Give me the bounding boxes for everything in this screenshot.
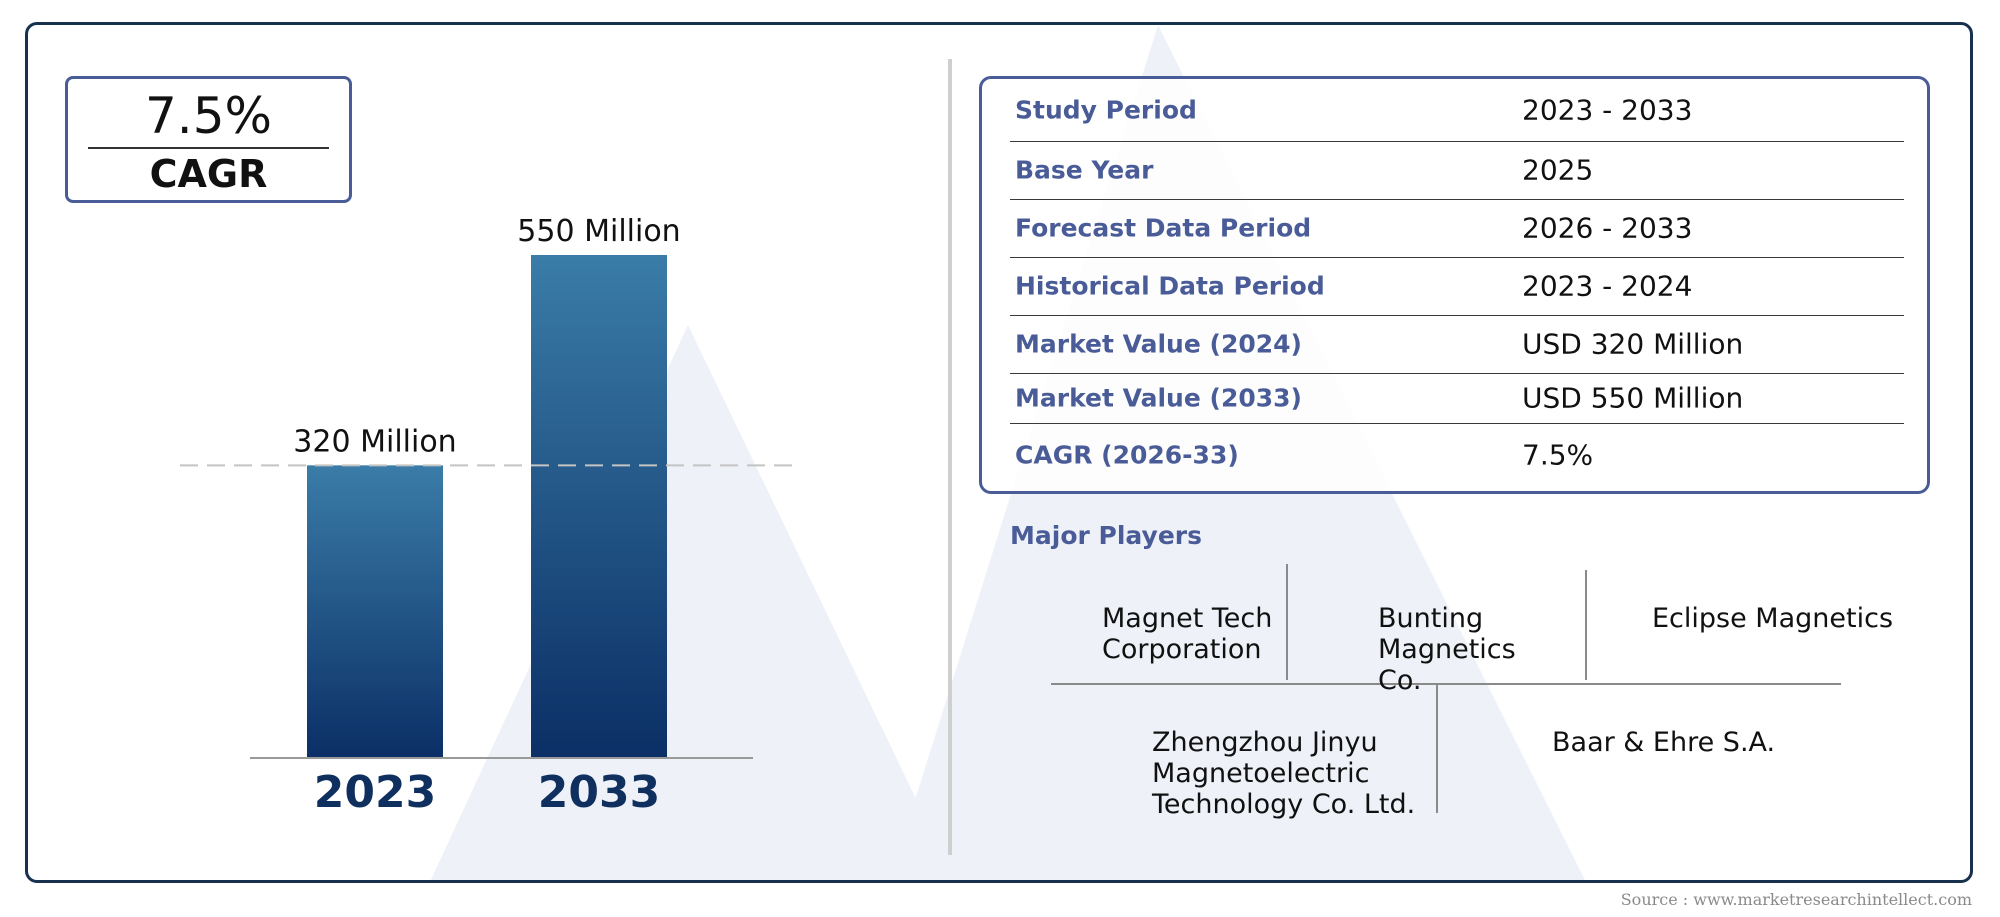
data-label: 320 Million bbox=[293, 424, 456, 459]
infographic-frame: 7.5% CAGR 320 Million 2023 550 Million 2033… bbox=[25, 22, 1973, 883]
major-players-title: Major Players bbox=[1010, 521, 1202, 550]
players-divider bbox=[1436, 685, 1438, 813]
info-row-value: 7.5% bbox=[1522, 438, 1594, 472]
info-row: Base Year 2025 bbox=[1010, 141, 1904, 200]
info-row-label: Forecast Data Period bbox=[1015, 213, 1312, 243]
info-row-label: Market Value (2024) bbox=[1015, 329, 1302, 359]
cagr-divider bbox=[88, 147, 329, 149]
vertical-separator bbox=[948, 59, 952, 855]
info-row-label: Base Year bbox=[1015, 155, 1154, 185]
info-row-value: 2025 bbox=[1522, 153, 1594, 187]
info-row-label: Study Period bbox=[1015, 95, 1197, 125]
player-name: Magnet Tech Corporation bbox=[1102, 603, 1273, 665]
player-name: Eclipse Magnetics bbox=[1652, 603, 1894, 634]
info-row-value: USD 550 Million bbox=[1522, 381, 1744, 415]
x-tick-label: 2023 bbox=[314, 767, 436, 818]
source-credit: Source : www.marketresearchintellect.com bbox=[1620, 890, 1972, 909]
info-row: CAGR (2026-33) 7.5% bbox=[1010, 423, 1904, 487]
info-row: Study Period 2023 - 2033 bbox=[1010, 79, 1904, 142]
market-info-table: Study Period 2023 - 2033 Base Year 2025 … bbox=[979, 76, 1930, 494]
info-row: Market Value (2024) USD 320 Million bbox=[1010, 315, 1904, 374]
info-row: Historical Data Period 2023 - 2024 bbox=[1010, 257, 1904, 316]
info-row-value: USD 320 Million bbox=[1522, 327, 1744, 361]
bar-2023 bbox=[307, 465, 443, 758]
bar-chart: 320 Million 2023 550 Million 2033 bbox=[180, 214, 793, 818]
cagr-box: 7.5% CAGR bbox=[65, 76, 352, 203]
info-row-label: CAGR (2026-33) bbox=[1015, 440, 1239, 470]
players-divider bbox=[1286, 564, 1288, 680]
data-label: 550 Million bbox=[517, 214, 680, 249]
info-row-label: Market Value (2033) bbox=[1015, 383, 1302, 413]
info-row-value: 2026 - 2033 bbox=[1522, 211, 1693, 245]
info-row-label: Historical Data Period bbox=[1015, 271, 1325, 301]
players-divider bbox=[1051, 683, 1841, 685]
player-name: Bunting Magnetics Co. bbox=[1378, 603, 1516, 696]
cagr-value: 7.5% bbox=[144, 87, 273, 145]
bar-2033 bbox=[531, 255, 667, 758]
info-row-value: 2023 - 2024 bbox=[1522, 269, 1693, 303]
players-divider bbox=[1585, 570, 1587, 680]
info-row-value: 2023 - 2033 bbox=[1522, 93, 1693, 127]
cagr-label: CAGR bbox=[149, 152, 268, 196]
x-tick-label: 2033 bbox=[538, 767, 660, 818]
info-row: Forecast Data Period 2026 - 2033 bbox=[1010, 199, 1904, 258]
player-name: Zhengzhou Jinyu Magnetoelectric Technolo… bbox=[1152, 727, 1416, 820]
info-row: Market Value (2033) USD 550 Million bbox=[1010, 373, 1904, 424]
player-name: Baar & Ehre S.A. bbox=[1552, 727, 1776, 758]
